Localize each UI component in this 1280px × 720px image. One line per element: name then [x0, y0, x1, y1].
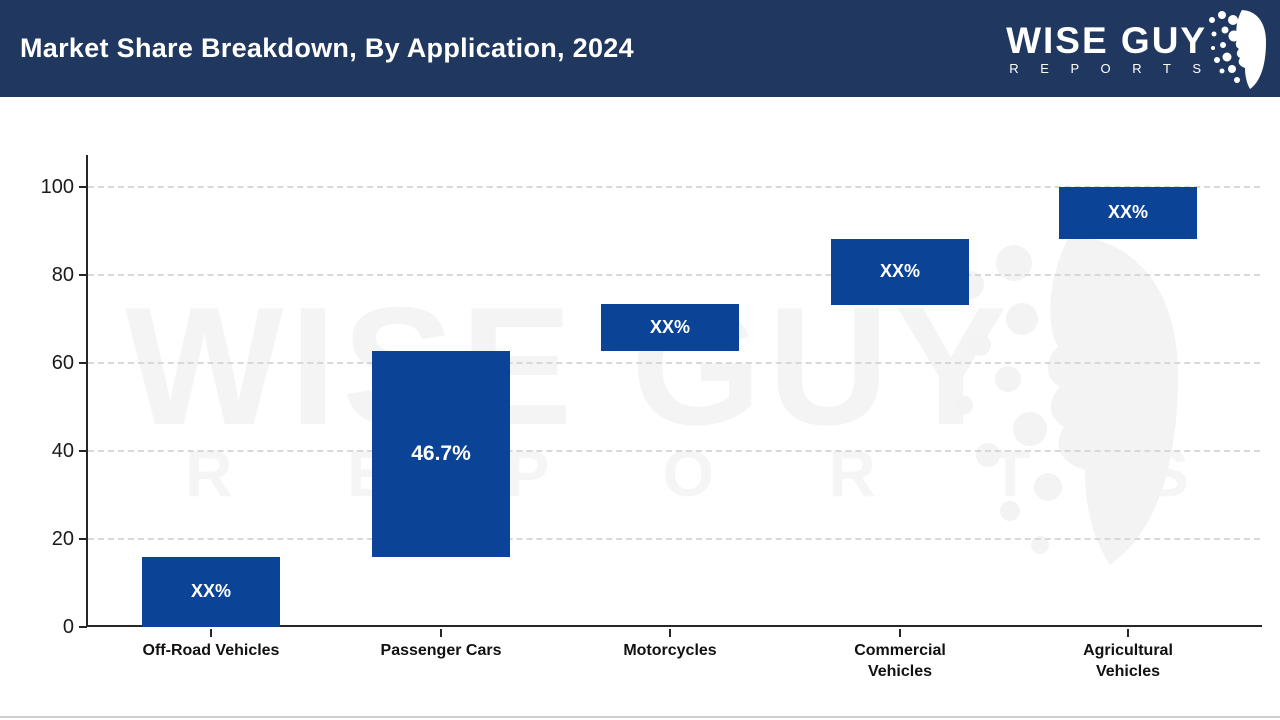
- watermark-head-icon: [955, 235, 1178, 565]
- footer-divider: [0, 716, 1280, 718]
- gridline-y-20: [88, 538, 1260, 540]
- x-tick-mark: [210, 629, 212, 637]
- x-category-label-1: Off-Road Vehicles: [142, 642, 280, 659]
- bar-off-road-vehicles: XX%: [142, 556, 280, 627]
- brand-logo-text: WISE GUY R E P O R T S: [1003, 20, 1210, 77]
- bar-value-label: 46.7%: [411, 441, 471, 465]
- y-tick-label: 60: [51, 352, 74, 374]
- y-tick-mark: [79, 186, 87, 188]
- y-tick-mark: [79, 274, 87, 276]
- header-bar: Market Share Breakdown, By Application, …: [0, 0, 1280, 97]
- bar-motorcycles: XX%: [601, 304, 739, 352]
- y-tick-mark: [79, 450, 87, 452]
- bar-commercial-vehicles: XX%: [831, 238, 969, 305]
- x-category-label-5: Agricultural Vehicles: [1083, 642, 1173, 680]
- y-tick-label: 100: [40, 176, 74, 198]
- watermark-brand-subname: R E P O R T S: [185, 436, 1237, 510]
- bar-value-label: XX%: [190, 581, 232, 602]
- x-tick-mark: [440, 629, 442, 637]
- bar-value-label: XX%: [879, 261, 921, 282]
- x-category-label-3: Motorcycles: [623, 642, 717, 659]
- gridline-y-100: [88, 186, 1260, 188]
- gridline-y-60: [88, 362, 1260, 364]
- y-tick-mark: [79, 626, 87, 628]
- head-profile-icon: [1209, 10, 1266, 89]
- y-tick-label: 0: [62, 616, 74, 638]
- x-tick-mark: [899, 629, 901, 637]
- x-category-label-4: Commercial Vehicles: [854, 642, 946, 680]
- bar-agricultural-vehicles: XX%: [1059, 187, 1197, 239]
- page-title: Market Share Breakdown, By Application, …: [20, 33, 634, 63]
- plot-area: [86, 155, 1262, 627]
- y-tick-label: 80: [51, 264, 74, 286]
- gridline-y-80: [88, 274, 1260, 276]
- bar-value-label: XX%: [1107, 202, 1149, 223]
- y-tick-label: 40: [51, 440, 74, 462]
- brand-subname: R E P O R T S: [1009, 61, 1210, 76]
- bar-passenger-cars: 46.7%: [372, 351, 510, 557]
- y-tick-mark: [79, 362, 87, 364]
- bar-value-label: XX%: [649, 317, 691, 338]
- x-tick-mark: [1127, 629, 1129, 637]
- y-tick-mark: [79, 538, 87, 540]
- x-category-label-2: Passenger Cars: [380, 642, 502, 659]
- gridline-y-40: [88, 450, 1260, 452]
- y-tick-label: 20: [51, 528, 74, 550]
- brand-logo: WISE GUY R E P O R T S: [1003, 8, 1268, 90]
- brand-name: WISE GUY: [1006, 20, 1208, 61]
- x-tick-mark: [669, 629, 671, 637]
